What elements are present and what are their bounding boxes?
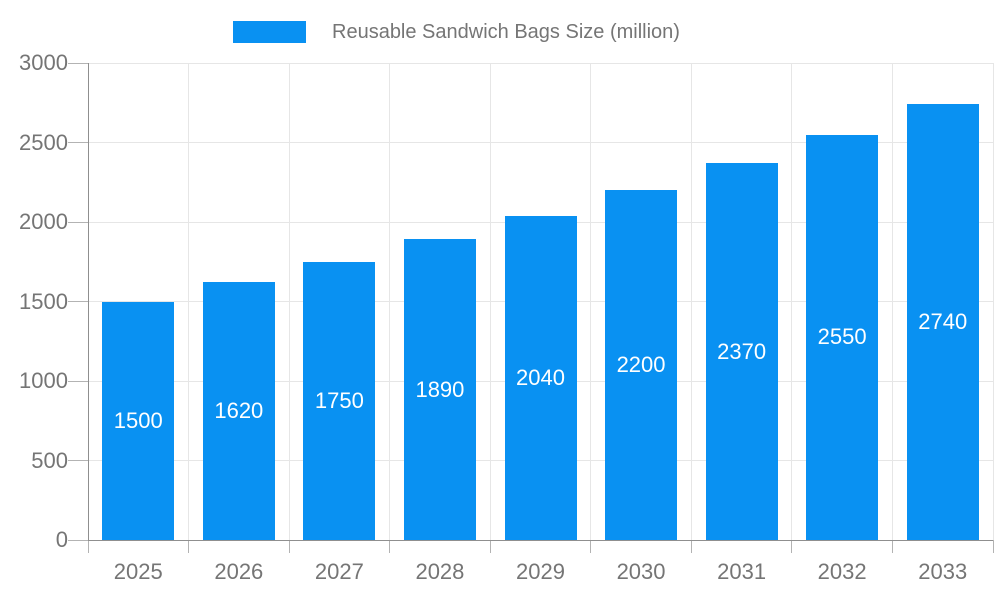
chart-legend: Reusable Sandwich Bags Size (million): [233, 20, 680, 44]
x-axis-label: 2030: [616, 559, 666, 584]
bar-value-label: 2740: [918, 309, 968, 335]
gridline-horizontal: [88, 142, 993, 143]
y-axis-line: [87, 63, 89, 540]
gridline-vertical: [992, 63, 994, 540]
y-axis-tick: [68, 460, 88, 461]
y-axis-label: 500: [31, 447, 68, 473]
x-axis-label: 2033: [918, 559, 968, 584]
bar: [605, 190, 678, 540]
x-axis-tick: [87, 540, 89, 553]
bar: [705, 163, 778, 540]
x-axis-label: 2026: [214, 559, 264, 584]
bar-value-label: 1620: [214, 398, 264, 424]
bar-value-label: 1500: [113, 407, 163, 433]
x-axis-tick: [891, 540, 893, 553]
bar: [504, 215, 577, 540]
bar-value-label: 2040: [516, 364, 565, 390]
y-axis-tick: [68, 142, 88, 143]
x-axis-label: 2027: [314, 559, 364, 584]
gridline-vertical: [389, 63, 391, 540]
y-axis-label: 2000: [19, 209, 68, 234]
gridline-vertical: [690, 63, 692, 540]
x-axis-tick: [791, 540, 793, 553]
y-axis-tick: [68, 539, 88, 541]
legend-label: Reusable Sandwich Bags Size (million): [332, 20, 680, 43]
gridline-vertical: [590, 63, 592, 540]
gridline-vertical: [288, 63, 290, 540]
x-axis-label: 2029: [516, 559, 565, 584]
x-axis-tick: [690, 540, 692, 553]
y-axis-tick: [68, 62, 88, 64]
gridline-vertical: [891, 63, 893, 540]
bar-value-label: 1890: [415, 376, 465, 402]
bar: [102, 301, 175, 540]
bar: [303, 261, 376, 540]
x-axis-label: 2032: [817, 559, 867, 584]
y-axis-label: 0: [55, 527, 68, 552]
gridline-vertical: [791, 63, 793, 540]
x-axis-line: [88, 539, 993, 541]
y-axis-label: 3000: [19, 50, 68, 75]
bar-value-label: 2550: [817, 324, 867, 350]
y-axis-label: 2500: [19, 129, 68, 155]
bar: [202, 282, 275, 540]
bar-value-label: 2200: [616, 352, 666, 378]
x-axis-tick: [489, 540, 491, 553]
x-axis-tick: [389, 540, 391, 553]
bar-value-label: 2370: [717, 338, 767, 364]
bar-value-label: 1750: [314, 387, 364, 413]
x-axis-label: 2025: [113, 559, 163, 584]
y-axis-tick: [68, 221, 88, 223]
legend-swatch: [233, 21, 306, 43]
y-axis-tick: [68, 380, 88, 382]
y-axis-tick: [68, 301, 88, 302]
y-axis-label: 1000: [19, 368, 68, 393]
gridline-horizontal: [88, 62, 993, 64]
gridline-vertical: [489, 63, 491, 540]
x-axis-tick: [188, 540, 190, 553]
bar: [906, 104, 979, 540]
x-axis-tick: [288, 540, 290, 553]
x-axis-label: 2031: [717, 559, 767, 584]
bar: [403, 239, 476, 540]
bar: [806, 134, 879, 540]
y-axis-label: 1500: [19, 288, 68, 314]
gridline-vertical: [188, 63, 190, 540]
x-axis-label: 2028: [415, 559, 465, 584]
x-axis-tick: [992, 540, 994, 553]
x-axis-tick: [590, 540, 592, 553]
